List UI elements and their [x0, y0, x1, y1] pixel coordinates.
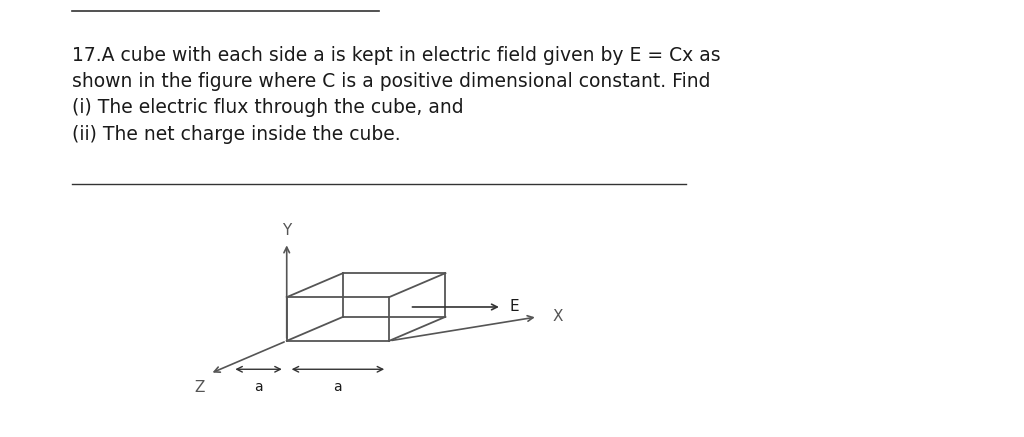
- Text: a: a: [254, 380, 263, 394]
- Text: shown in the figure where C is a positive dimensional constant. Find: shown in the figure where C is a positiv…: [72, 72, 711, 91]
- Text: Y: Y: [282, 223, 292, 238]
- Text: E: E: [510, 299, 519, 315]
- Text: a: a: [334, 380, 342, 394]
- Text: (ii) The net charge inside the cube.: (ii) The net charge inside the cube.: [72, 125, 400, 143]
- Text: Z: Z: [195, 380, 205, 395]
- Text: 17.A cube with each side a is kept in electric field given by E = Cx as: 17.A cube with each side a is kept in el…: [72, 46, 720, 65]
- Text: X: X: [553, 309, 563, 324]
- Text: (i) The electric flux through the cube, and: (i) The electric flux through the cube, …: [72, 98, 463, 117]
